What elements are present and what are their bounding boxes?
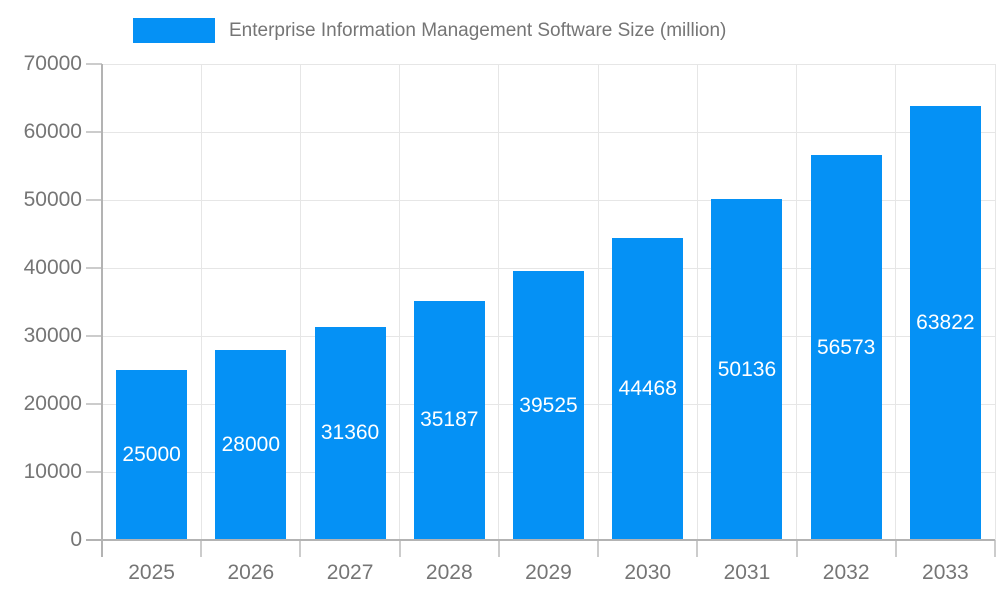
y-axis-label: 50000 [23,188,82,211]
x-gridline [597,64,599,540]
y-gridline [102,63,995,65]
y-tick [86,335,102,337]
bar-value-label: 56573 [816,335,876,359]
y-tick [86,131,102,133]
bar-value-label: 63822 [916,311,975,334]
bar[interactable] [116,370,188,540]
x-tick [994,540,996,557]
y-axis-label: 20000 [23,392,82,415]
bar[interactable] [909,106,981,540]
bar[interactable] [711,199,783,540]
y-axis-label: 40000 [23,256,82,279]
bar[interactable] [215,349,287,540]
y-axis-label: 10000 [23,460,82,483]
bar-value-label: 50136 [717,357,777,381]
x-axis-label: 2029 [525,561,572,584]
bar[interactable] [612,237,684,540]
bar[interactable] [513,271,584,540]
x-tick [795,540,798,557]
y-axis-label: 30000 [23,324,82,347]
x-gridline [200,64,202,540]
x-axis-label: 2031 [723,561,771,584]
bar[interactable] [810,155,882,540]
y-axis-label: 60000 [23,120,82,143]
x-axis-label: 2033 [922,561,969,584]
x-tick [894,540,897,557]
x-axis-label: 2028 [425,561,473,584]
x-tick [497,540,500,557]
legend-swatch [133,18,215,43]
bar-value-label: 44468 [618,376,677,400]
bar-value-label: 28000 [221,432,281,456]
x-axis-label: 2032 [822,561,870,584]
y-tick [86,63,102,65]
bar-value-label: 25000 [122,443,181,466]
y-gridline [102,267,995,269]
bar-value-label: 39525 [519,393,578,417]
y-gridline [102,199,995,201]
bar-value-label: 31360 [320,421,380,445]
x-tick [200,540,203,557]
bar[interactable] [413,300,485,540]
x-gridline [399,64,401,540]
x-gridline [796,64,798,540]
x-tick [696,540,699,557]
y-tick [86,403,102,405]
x-gridline [696,64,698,540]
x-axis-label: 2025 [128,561,175,584]
y-axis-line [101,64,103,557]
x-gridline [498,64,500,540]
x-gridline [895,64,897,540]
y-tick [86,199,102,201]
chart-legend: Enterprise Information Management Softwa… [133,18,726,43]
y-tick [86,471,102,473]
y-axis-label: 0 [70,528,82,551]
y-tick [86,267,102,269]
bar[interactable] [314,326,386,540]
x-tick [597,540,600,557]
x-gridline [994,64,996,540]
x-axis-line [86,539,995,541]
legend-label: Enterprise Information Management Softwa… [229,19,727,41]
x-axis-label: 2030 [624,561,672,584]
bar-value-label: 35187 [420,408,479,432]
x-tick [398,540,401,557]
x-tick [299,540,302,557]
x-axis-label: 2026 [227,561,275,584]
y-axis-label: 70000 [23,52,82,75]
y-gridline [102,131,995,133]
x-axis-label: 2027 [326,561,374,584]
x-gridline [299,64,301,540]
